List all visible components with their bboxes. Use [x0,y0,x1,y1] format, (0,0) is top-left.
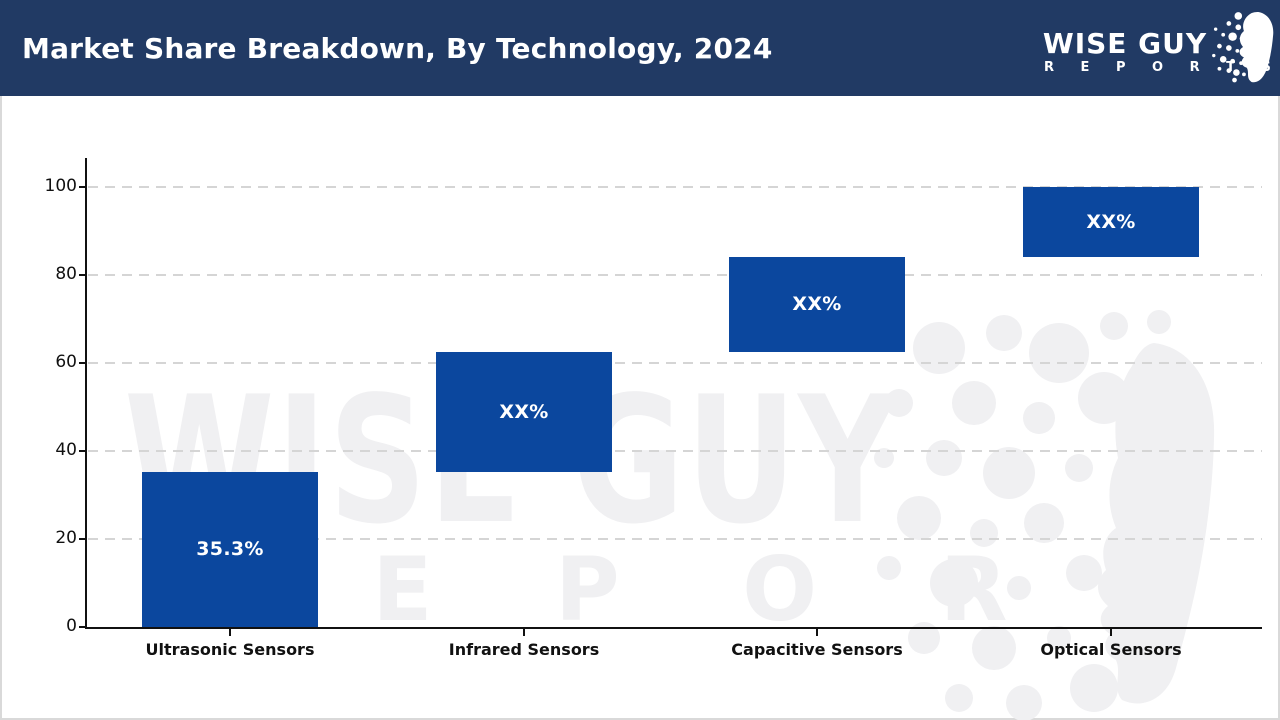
gridline [88,538,1262,540]
y-axis-tick [79,186,87,188]
x-axis-line [85,627,1262,629]
y-axis-line [85,158,87,629]
logo-wordmark: WISE GUY [1042,27,1208,60]
bar-value-label: XX% [1086,210,1136,233]
bar-segment: XX% [436,352,612,472]
bar-segment: 35.3% [142,471,318,627]
x-category-label: Infrared Sensors [448,640,600,659]
y-tick-label: 0 [66,616,77,636]
bar-value-label: 35.3% [196,538,264,561]
y-tick-label: 80 [55,264,77,284]
brand-logo: WISE GUY R E P O R T S [1030,0,1280,96]
watermark-subtext: R E P O R T S [182,538,1280,641]
header-bar: Market Share Breakdown, By Technology, 2… [0,0,1280,96]
y-tick-label: 40 [55,440,77,460]
x-axis-tick [523,629,525,636]
y-axis-tick [79,450,87,452]
watermark-head-icon [874,310,1215,720]
y-tick-label: 100 [44,176,77,196]
y-axis-tick [79,538,87,540]
y-tick-label: 20 [55,528,77,548]
bar-value-label: XX% [499,400,549,423]
y-axis-tick [79,362,87,364]
x-axis-tick [1110,629,1112,636]
x-axis-tick [229,629,231,636]
x-category-label: Ultrasonic Sensors [145,640,315,659]
bar-segment: XX% [729,256,905,352]
y-axis-tick [79,626,87,628]
gridline [88,450,1262,452]
chart-title: Market Share Breakdown, By Technology, 2… [22,31,773,65]
gridline [88,362,1262,364]
x-axis-tick [816,629,818,636]
x-category-label: Capacitive Sensors [731,640,903,659]
logo-head-icon [1212,11,1274,83]
y-tick-label: 60 [55,352,77,372]
x-category-label: Optical Sensors [1040,640,1182,659]
gridline [88,186,1262,188]
bar-segment: XX% [1023,187,1199,257]
y-axis-tick [79,274,87,276]
gridline [88,274,1262,276]
bar-value-label: XX% [792,293,842,316]
